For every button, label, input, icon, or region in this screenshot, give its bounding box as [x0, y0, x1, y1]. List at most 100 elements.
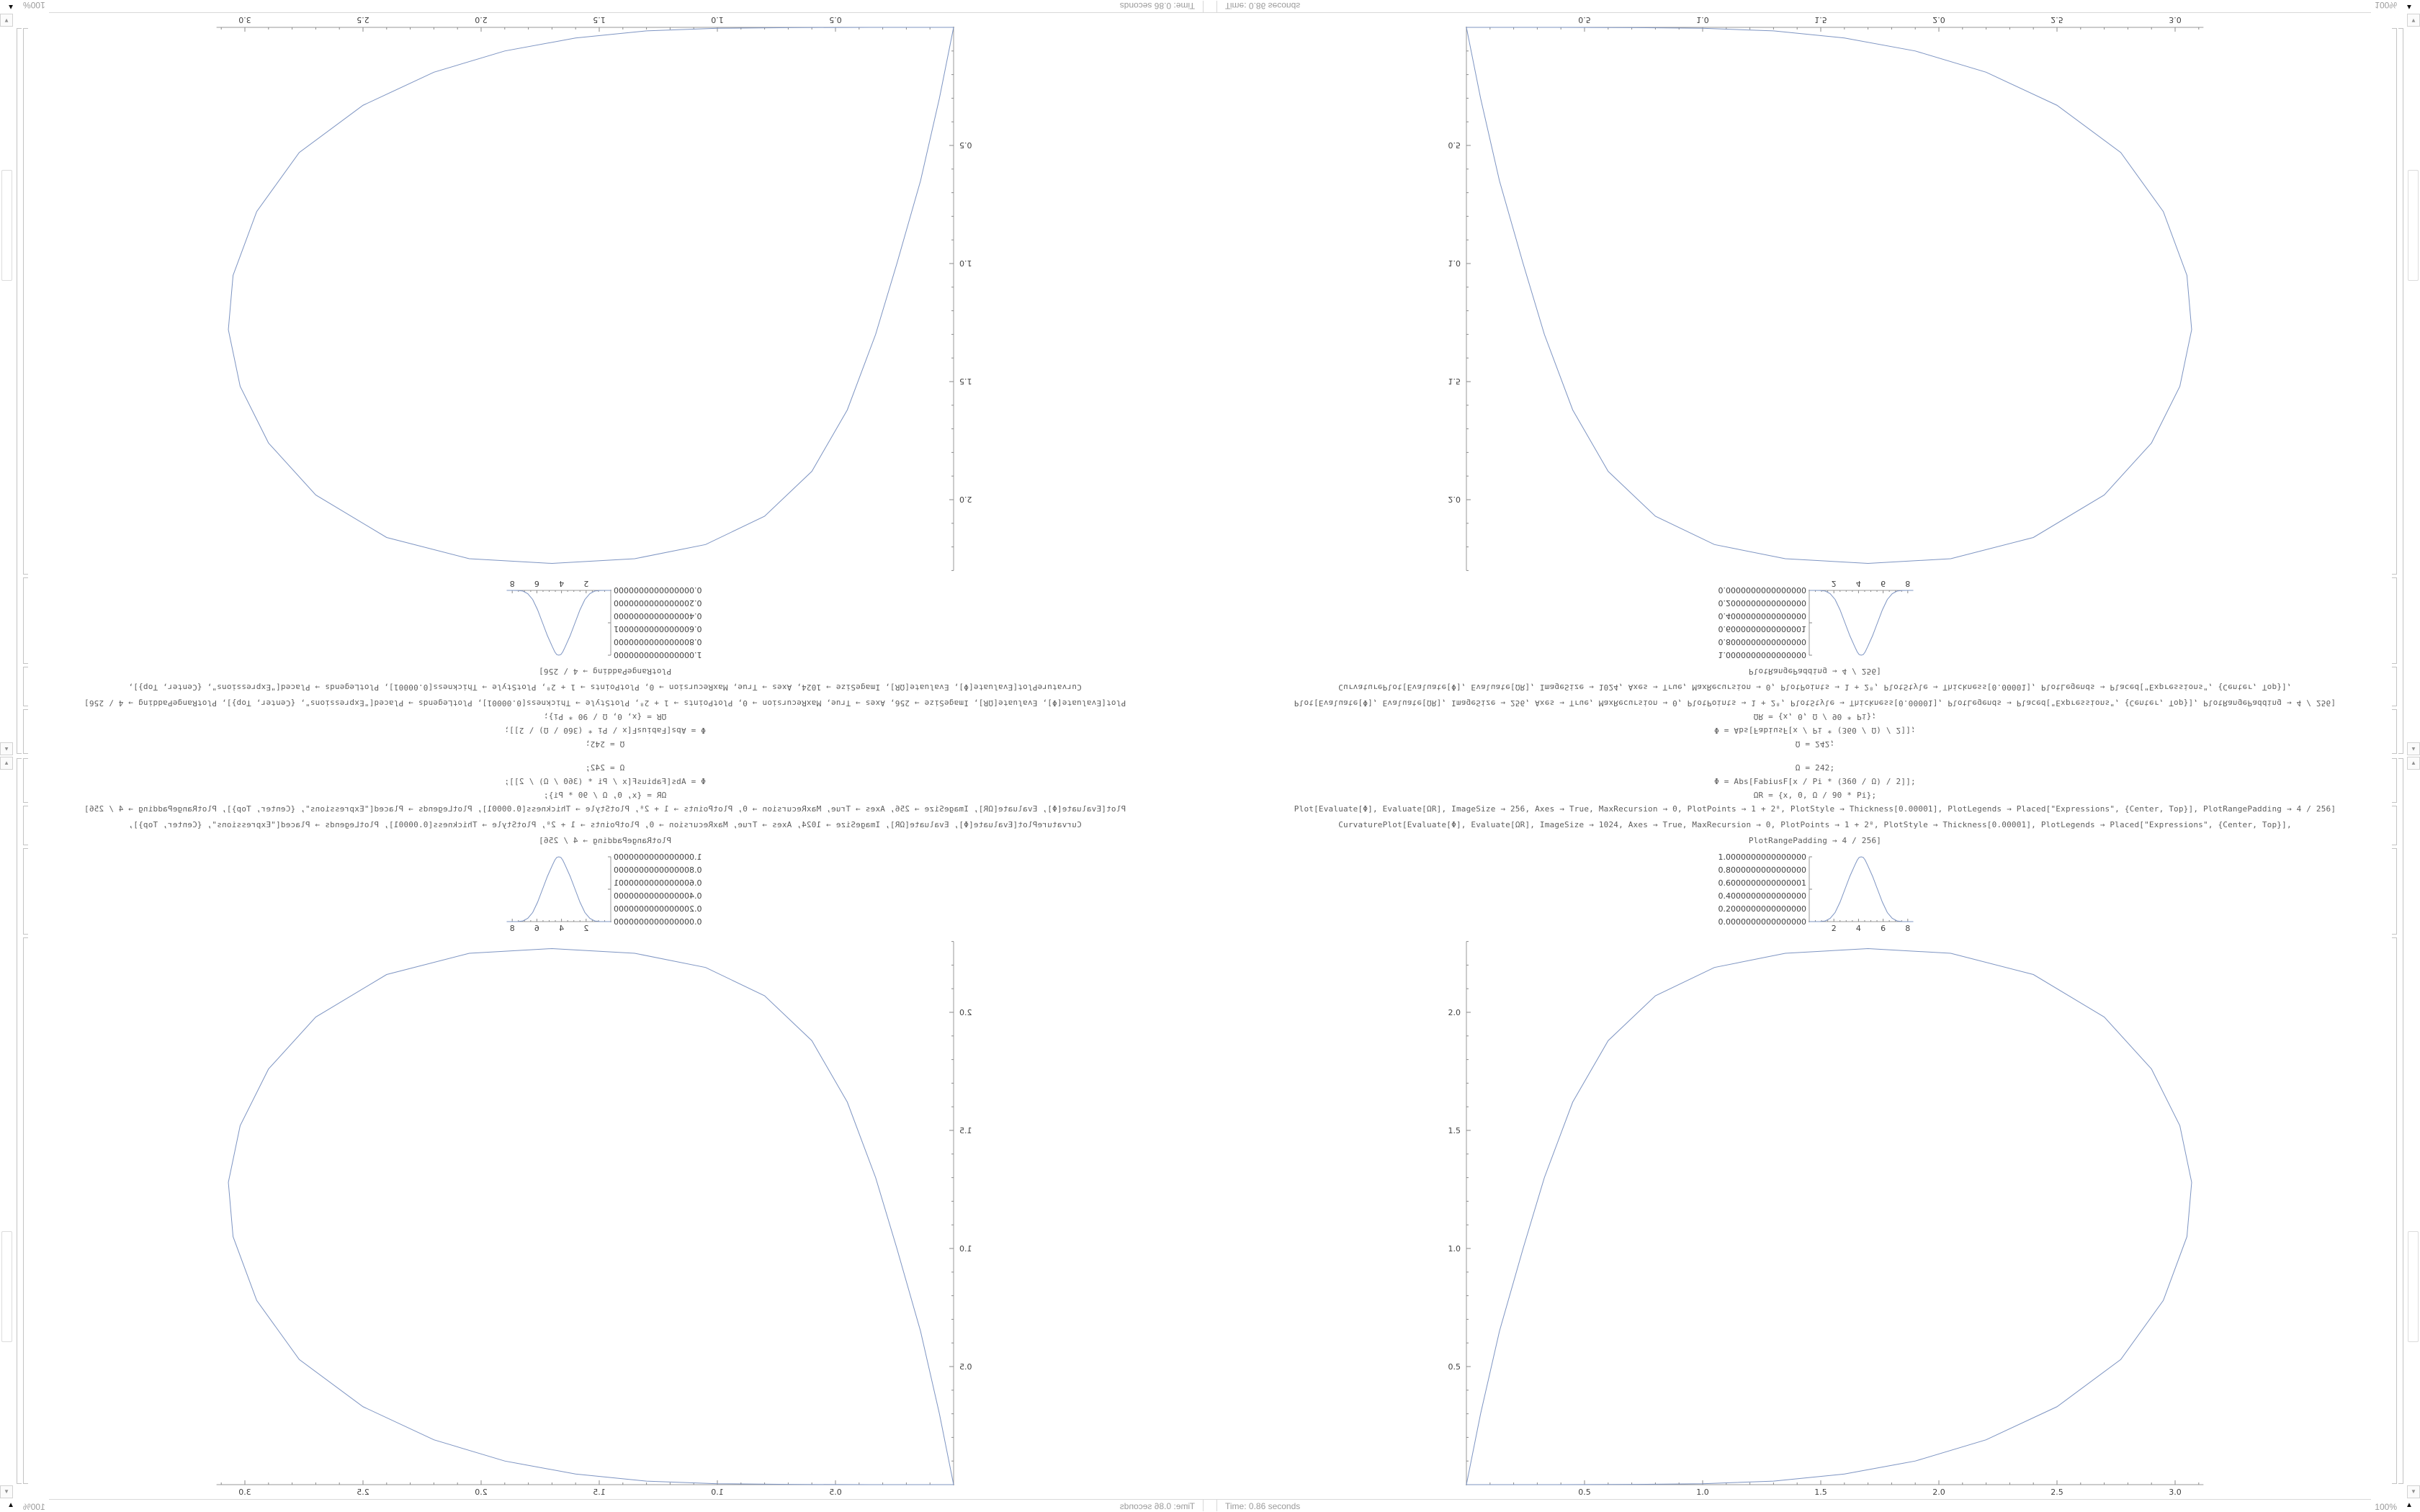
- code-line-plot[interactable]: Plot[Evaluate[Φ], Evaluate[ΩR], ImageSiz…: [1294, 804, 2336, 814]
- x-tick-label: 1.5: [593, 15, 606, 24]
- code-line-plotrangepadding[interactable]: PlotRangePadding → 4 / 256]: [538, 667, 672, 676]
- x-tick-label: 2.0: [475, 15, 488, 24]
- code-line-plot[interactable]: Plot[Evaluate[Φ], Evaluate[ΩR], ImageSiz…: [84, 698, 1126, 708]
- input-cells[interactable]: Ω = 242; Φ = Abs[FabiusF[x / Pi * (360 /…: [0, 756, 1210, 848]
- zoom-popup-icon[interactable]: ▲: [2406, 1501, 2413, 1509]
- x-tick-label: 2.5: [2051, 1488, 2063, 1497]
- y-tick-label: 0.2000000000000000: [1718, 904, 1806, 914]
- scrollbar-thumb[interactable]: [2408, 1231, 2419, 1342]
- fabius-plot-svg: 2 4 6 8 1.0000000000000000 0.8000000000000000…: [1718, 852, 1914, 933]
- evaluation-time-label: Time: 0.86 seconds: [1225, 1, 1301, 11]
- code-line-plotrangepadding[interactable]: PlotRangePadding → 4 / 256]: [1748, 667, 1882, 676]
- scrollbar-thumb[interactable]: [1, 170, 12, 281]
- cell-bracket-input-1[interactable]: [2392, 758, 2397, 803]
- y-tick-label: 1.0000000000000000: [1718, 852, 1806, 862]
- zoom-popup-icon[interactable]: ▲: [2406, 3, 2413, 11]
- quadrant-top-left-rotated: Ω = 242; Φ = Abs[FabiusF[x / Pi * (360 /…: [0, 0, 1210, 756]
- code-line-phi[interactable]: Φ = Abs[FabiusF[x / Pi * (360 / Ω) / 2]]…: [1714, 726, 1916, 735]
- cell-bracket-output-big[interactable]: [23, 28, 28, 575]
- zoom-level-label[interactable]: 100%: [23, 1502, 45, 1512]
- cell-bracket-group[interactable]: [17, 28, 22, 754]
- code-line-omega[interactable]: Ω = 242;: [585, 763, 625, 773]
- input-cells[interactable]: Ω = 242; Φ = Abs[FabiusF[x / Pi * (360 /…: [1210, 756, 2420, 848]
- scroll-up-button[interactable]: ▲: [0, 742, 13, 755]
- code-line-omega[interactable]: Ω = 242;: [1795, 739, 1835, 749]
- code-line-omega[interactable]: Ω = 242;: [585, 739, 625, 749]
- scroll-down-button[interactable]: ▼: [0, 1485, 13, 1498]
- scroll-up-icon: ▲: [2411, 746, 2416, 752]
- cell-bracket-output-small[interactable]: [23, 577, 28, 664]
- scrollbar-thumb[interactable]: [1, 1231, 12, 1342]
- code-line-range[interactable]: ΩR = {x, 0, Ω / 90 * Pi};: [543, 712, 667, 721]
- y-tick-label: 1.0: [959, 258, 972, 268]
- status-left-divider: [1216, 1, 1217, 12]
- curvature-plot-svg: 0.5 1.0 1.5 2.0 2.5 3.0 2.0 1.5 1.0 0.5: [1448, 15, 2204, 571]
- cell-bracket-group[interactable]: [2398, 758, 2403, 1484]
- scroll-up-button[interactable]: ▲: [2407, 742, 2420, 755]
- x-tick-label: 6: [1881, 924, 1886, 933]
- cell-bracket-input-2[interactable]: [23, 806, 28, 845]
- cell-bracket-group[interactable]: [17, 758, 22, 1484]
- cell-bracket-output-big[interactable]: [23, 937, 28, 1484]
- cell-bracket-input-1[interactable]: [2392, 709, 2397, 754]
- code-line-curvatureplot[interactable]: CurvaturePlot[Evaluate[Φ], Evaluate[ΩR],…: [1338, 683, 2292, 692]
- x-tick-label: 1.0: [1696, 15, 1709, 24]
- input-cells[interactable]: Ω = 242; Φ = Abs[FabiusF[x / Pi * (360 /…: [1210, 664, 2420, 756]
- y-tick-label: 0.4000000000000000: [614, 891, 702, 901]
- x-tick-label: 2: [1832, 924, 1837, 933]
- y-tick-label: 2.0: [1448, 1008, 1461, 1017]
- code-line-range[interactable]: ΩR = {x, 0, Ω / 90 * Pi};: [1753, 712, 1877, 721]
- code-line-plot[interactable]: Plot[Evaluate[Φ], Evaluate[ΩR], ImageSiz…: [1294, 698, 2336, 708]
- code-line-omega[interactable]: Ω = 242;: [1795, 763, 1835, 773]
- scroll-down-button[interactable]: ▼: [0, 14, 13, 27]
- cell-bracket-input-1[interactable]: [23, 758, 28, 803]
- y-tick-label: 0.0000000000000000: [1718, 585, 1806, 595]
- scroll-up-button[interactable]: ▲: [0, 757, 13, 770]
- x-tick-label: 3.0: [238, 15, 251, 24]
- code-line-plotrangepadding[interactable]: PlotRangePadding → 4 / 256]: [538, 836, 672, 845]
- scroll-down-button[interactable]: ▼: [2407, 14, 2420, 27]
- scroll-up-button[interactable]: ▲: [2407, 757, 2420, 770]
- zoom-popup-icon[interactable]: ▲: [7, 3, 14, 11]
- x-tick-label: 4: [1856, 924, 1861, 933]
- curvature-teardrop-plot-output: 0.5 1.0 1.5 2.0 2.5 3.0 2.0 1.5 1.0 0.5: [202, 936, 1008, 1508]
- scrollbar-thumb[interactable]: [2408, 170, 2419, 281]
- cell-bracket-output-small[interactable]: [2392, 848, 2397, 935]
- cell-bracket-output-big[interactable]: [2392, 937, 2397, 1484]
- code-line-phi[interactable]: Φ = Abs[FabiusF[x / Pi * (360 / Ω) / 2]]…: [1714, 777, 1916, 786]
- input-cells[interactable]: Ω = 242; Φ = Abs[FabiusF[x / Pi * (360 /…: [0, 664, 1210, 756]
- cell-bracket-input-2[interactable]: [2392, 806, 2397, 845]
- y-tick-label: 0.5: [1448, 1362, 1461, 1372]
- code-line-range[interactable]: ΩR = {x, 0, Ω / 90 * Pi};: [1753, 791, 1877, 800]
- y-tick-label: 1.0000000000000000: [614, 852, 702, 862]
- y-tick-label: 2.0: [959, 1008, 972, 1017]
- y-tick-label: 1.5: [959, 1126, 972, 1135]
- cell-bracket-input-1[interactable]: [23, 709, 28, 754]
- code-line-curvatureplot[interactable]: CurvaturePlot[Evaluate[Φ], Evaluate[ΩR],…: [1338, 820, 2292, 829]
- cell-bracket-input-2[interactable]: [2392, 667, 2397, 706]
- code-line-phi[interactable]: Φ = Abs[FabiusF[x / Pi * (360 / Ω) / 2]]…: [504, 777, 706, 786]
- code-line-curvatureplot[interactable]: CurvaturePlot[Evaluate[Φ], Evaluate[ΩR],…: [128, 683, 1082, 692]
- scroll-down-button[interactable]: ▼: [2407, 1485, 2420, 1498]
- code-line-plotrangepadding[interactable]: PlotRangePadding → 4 / 256]: [1748, 836, 1882, 845]
- y-tick-label: 0.8000000000000000: [614, 865, 702, 875]
- x-tick-label: 3.0: [2169, 1488, 2182, 1497]
- cell-bracket-output-big[interactable]: [2392, 28, 2397, 575]
- code-line-phi[interactable]: Φ = Abs[FabiusF[x / Pi * (360 / Ω) / 2]]…: [504, 726, 706, 735]
- y-tick-label: 0.6000000000000001: [614, 878, 702, 888]
- x-tick-label: 0.5: [829, 15, 842, 24]
- zoom-level-label[interactable]: 100%: [2375, 0, 2397, 10]
- cell-bracket-output-small[interactable]: [23, 848, 28, 935]
- code-line-plot[interactable]: Plot[Evaluate[Φ], Evaluate[ΩR], ImageSiz…: [84, 804, 1126, 814]
- zoom-popup-icon[interactable]: ▲: [7, 1501, 14, 1509]
- curvature-teardrop-plot-output: 0.5 1.0 1.5 2.0 2.5 3.0 2.0 1.5 1.0 0.5: [202, 4, 1008, 576]
- cell-bracket-group[interactable]: [2398, 28, 2403, 754]
- code-line-curvatureplot[interactable]: CurvaturePlot[Evaluate[Φ], Evaluate[ΩR],…: [128, 820, 1082, 829]
- zoom-level-label[interactable]: 100%: [23, 0, 45, 10]
- x-tick-label: 1.0: [711, 15, 724, 24]
- code-line-range[interactable]: ΩR = {x, 0, Ω / 90 * Pi};: [543, 791, 667, 800]
- zoom-level-label[interactable]: 100%: [2375, 1502, 2397, 1512]
- cell-bracket-input-2[interactable]: [23, 667, 28, 706]
- status-bar-divider: [49, 12, 1210, 13]
- cell-bracket-output-small[interactable]: [2392, 577, 2397, 664]
